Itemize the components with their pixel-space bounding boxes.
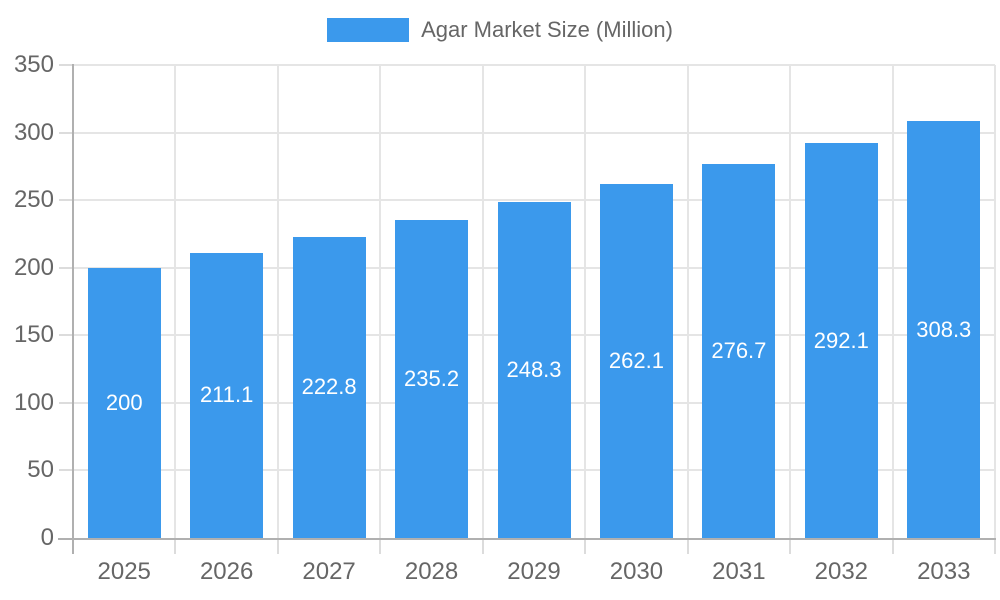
bar-value-label: 308.3 bbox=[916, 316, 972, 342]
y-axis-tick-label: 100 bbox=[13, 388, 54, 416]
x-gridline bbox=[891, 65, 894, 538]
bar[interactable]: 235.2 bbox=[395, 220, 469, 538]
y-axis-tick-label: 350 bbox=[13, 51, 54, 78]
x-axis-tick-label: 2030 bbox=[609, 558, 664, 585]
y-axis-tick bbox=[59, 266, 73, 269]
y-axis-tick bbox=[59, 334, 73, 337]
y-axis-tick-label: 200 bbox=[13, 253, 54, 281]
bar[interactable]: 222.8 bbox=[292, 236, 366, 538]
x-axis-tick-label: 2029 bbox=[507, 558, 561, 585]
x-gridline bbox=[584, 65, 587, 538]
x-gridline bbox=[686, 65, 689, 538]
y-axis-tick-label: 150 bbox=[13, 321, 54, 349]
bar-value-label: 276.7 bbox=[711, 338, 767, 364]
y-axis-tick-label: 0 bbox=[40, 524, 54, 551]
bar[interactable]: 248.3 bbox=[497, 202, 571, 538]
x-axis-tick bbox=[891, 540, 894, 554]
y-gridline bbox=[73, 199, 995, 202]
y-axis-tick bbox=[59, 401, 73, 404]
bar[interactable]: 276.7 bbox=[702, 164, 776, 538]
x-axis-tick-label: 2033 bbox=[917, 558, 971, 585]
bar[interactable]: 262.1 bbox=[599, 183, 673, 538]
y-axis-tick bbox=[59, 64, 73, 66]
x-axis-tick bbox=[686, 540, 689, 554]
y-axis-tick bbox=[59, 469, 73, 472]
legend-label: Agar Market Size (Million) bbox=[421, 17, 673, 42]
bar-value-label: 211.1 bbox=[199, 382, 254, 408]
x-gridline bbox=[789, 65, 792, 538]
bar[interactable]: 292.1 bbox=[804, 143, 878, 538]
x-axis-tick bbox=[276, 540, 279, 554]
bar[interactable]: 200 bbox=[87, 267, 161, 538]
x-axis-tick-label: 2032 bbox=[814, 558, 869, 585]
bar-value-label: 248.3 bbox=[506, 357, 562, 383]
y-axis-tick-label: 300 bbox=[13, 118, 54, 146]
x-axis-tick bbox=[174, 540, 177, 554]
bar-value-label: 200 bbox=[105, 389, 143, 415]
x-gridline bbox=[481, 65, 484, 538]
y-axis-tick-label: 50 bbox=[27, 456, 54, 484]
x-gridline bbox=[379, 65, 382, 538]
x-axis-tick-label: 2028 bbox=[404, 558, 459, 585]
x-axis-tick bbox=[481, 540, 484, 554]
y-axis-tick bbox=[59, 199, 73, 202]
y-axis-line bbox=[72, 64, 74, 554]
x-axis-tick-label: 2026 bbox=[199, 558, 254, 585]
x-axis-tick bbox=[789, 540, 792, 554]
bar-value-label: 262.1 bbox=[608, 347, 664, 373]
y-axis-tick-label: 250 bbox=[13, 186, 54, 214]
x-gridline bbox=[174, 65, 177, 538]
x-axis-tick bbox=[379, 540, 382, 554]
x-axis-line bbox=[58, 538, 996, 540]
legend-swatch bbox=[327, 18, 410, 42]
x-axis-tick bbox=[584, 540, 587, 554]
x-axis-tick-label: 2025 bbox=[97, 558, 151, 585]
y-gridline bbox=[73, 64, 995, 66]
x-gridline bbox=[994, 65, 996, 538]
bar-value-label: 235.2 bbox=[404, 366, 460, 392]
legend[interactable]: Agar Market Size (Million) bbox=[0, 17, 1000, 43]
bar[interactable]: 211.1 bbox=[190, 252, 264, 538]
y-gridline bbox=[73, 131, 995, 134]
bar[interactable]: 308.3 bbox=[907, 121, 981, 538]
x-axis-tick-label: 2031 bbox=[712, 558, 766, 585]
x-axis-tick-label: 2027 bbox=[302, 558, 356, 585]
x-gridline bbox=[276, 65, 279, 538]
bar-value-label: 292.1 bbox=[813, 327, 869, 353]
x-axis-tick bbox=[994, 540, 996, 554]
bar-value-label: 222.8 bbox=[301, 374, 357, 400]
y-axis-tick bbox=[59, 131, 73, 134]
